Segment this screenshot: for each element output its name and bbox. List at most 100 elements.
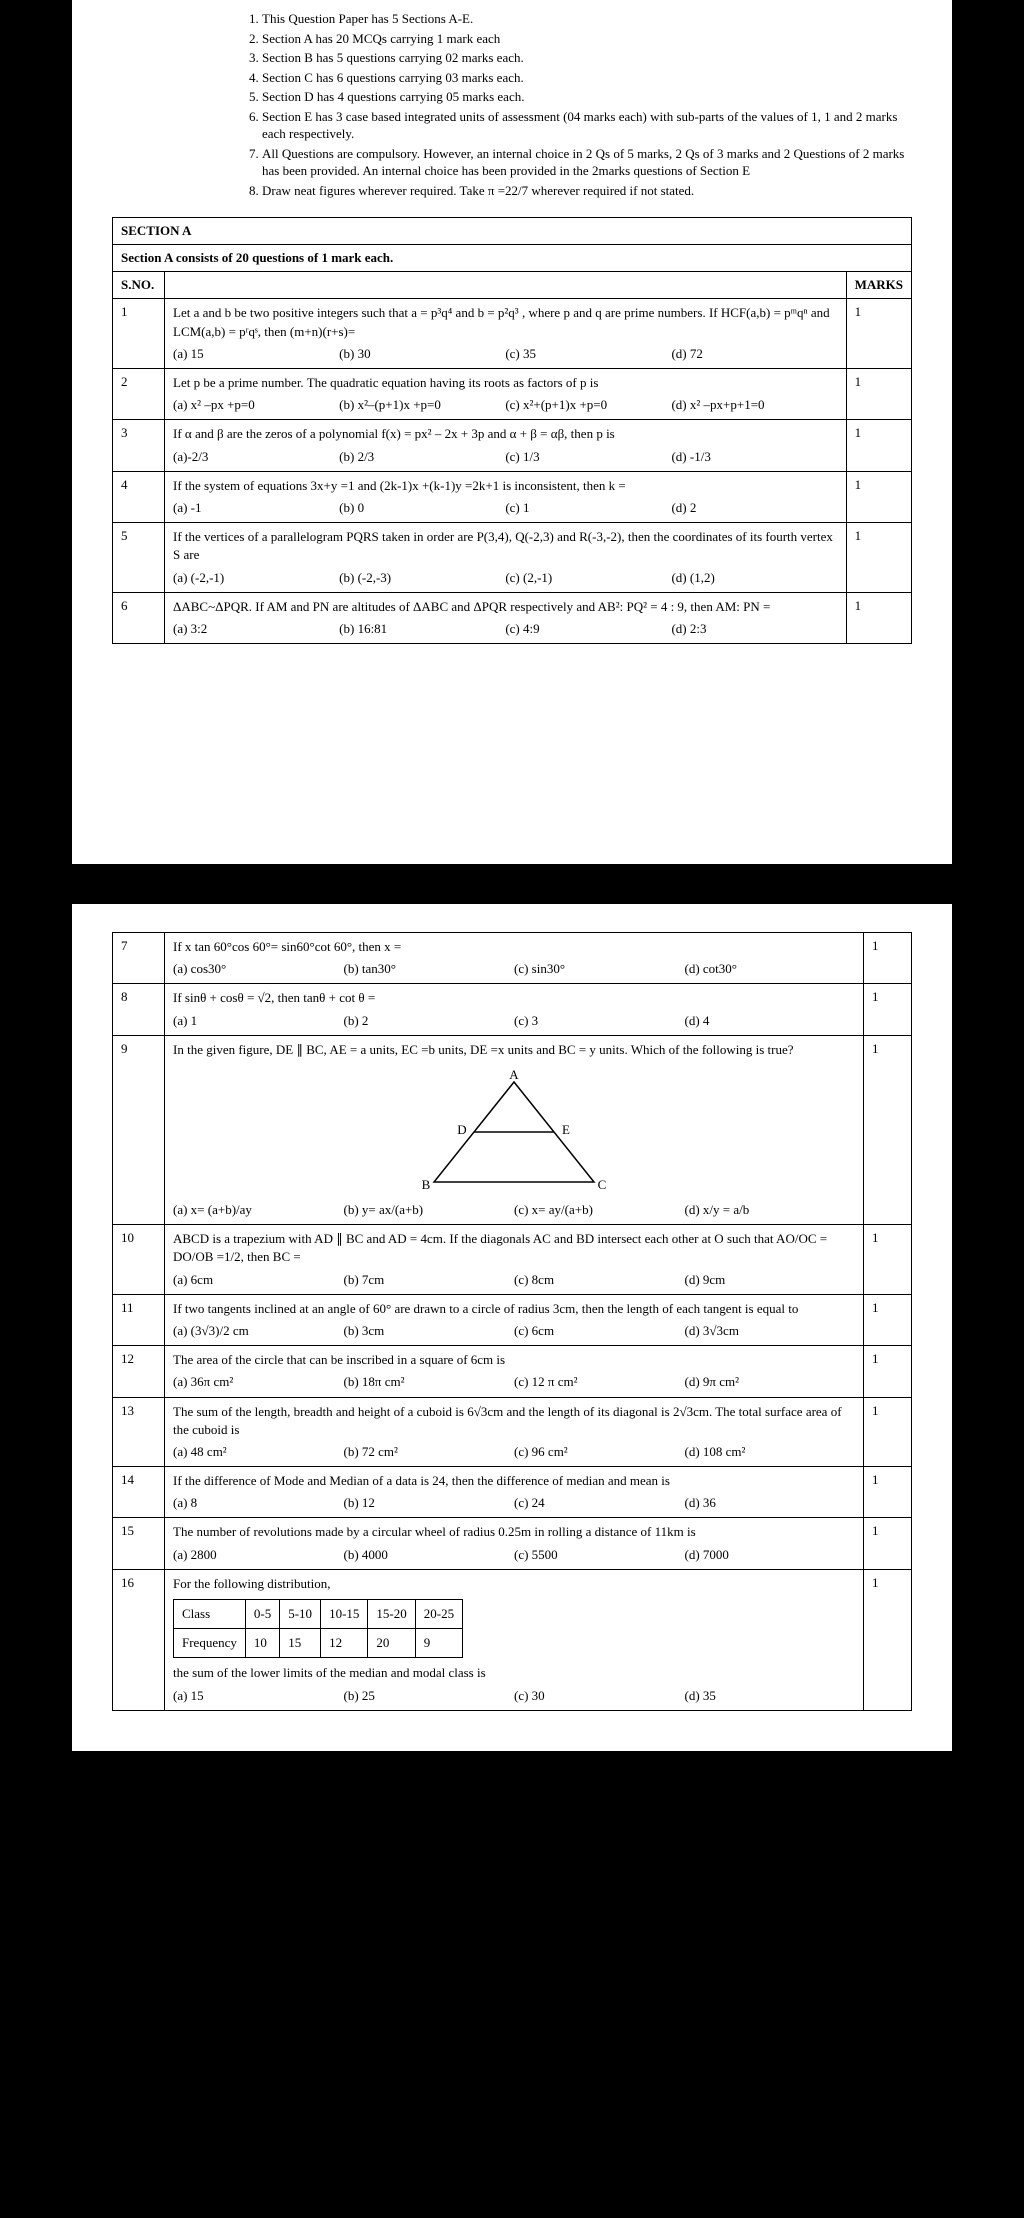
q-options: (a) -1 (b) 0 (c) 1 (d) 2: [173, 499, 838, 517]
q-number: 14: [113, 1467, 165, 1518]
option-c: (c) 24: [514, 1494, 685, 1512]
q-number: 3: [113, 420, 165, 471]
question-row: 8 If sinθ + cosθ = √2, then tanθ + cot θ…: [113, 984, 912, 1035]
option-d: (d) -1/3: [671, 448, 837, 466]
option-d: (d) 2: [671, 499, 837, 517]
option-c: (c) 1: [505, 499, 671, 517]
option-b: (b) 18π cm²: [344, 1373, 515, 1391]
q-text: ABCD is a trapezium with AD ∥ BC and AD …: [173, 1231, 827, 1264]
q-number: 8: [113, 984, 165, 1035]
q-number: 15: [113, 1518, 165, 1569]
option-b: (b) y= ax/(a+b): [344, 1201, 515, 1219]
q-text: The sum of the length, breadth and heigh…: [173, 1404, 842, 1437]
q-options: (a) 2800 (b) 4000 (c) 5500 (d) 7000: [173, 1546, 855, 1564]
option-c: (c) 4:9: [505, 620, 671, 638]
q-text: If the vertices of a parallelogram PQRS …: [173, 529, 833, 562]
option-d: (d) 72: [671, 345, 837, 363]
option-d: (d) 108 cm²: [685, 1443, 856, 1461]
question-cell-empty: [165, 272, 847, 299]
ft-cell: Frequency: [174, 1629, 246, 1658]
q-number: 2: [113, 369, 165, 420]
q-marks: 1: [864, 1397, 912, 1467]
q-body: If x tan 60°cos 60°= sin60°cot 60°, then…: [165, 933, 864, 984]
option-d: (d) cot30°: [685, 960, 856, 978]
question-row: 9 In the given figure, DE ∥ BC, AE = a u…: [113, 1035, 912, 1224]
option-a: (a) 6cm: [173, 1271, 344, 1289]
q-marks: 1: [864, 1467, 912, 1518]
q-body: If sinθ + cosθ = √2, then tanθ + cot θ =…: [165, 984, 864, 1035]
q-marks: 1: [864, 1569, 912, 1710]
q-text: ΔABC~ΔPQR. If AM and PN are altitudes of…: [173, 599, 770, 614]
instruction-item: Draw neat figures wherever required. Tak…: [262, 182, 912, 200]
q-number: 16: [113, 1569, 165, 1710]
q-body: If α and β are the zeros of a polynomial…: [165, 420, 847, 471]
q-text: If two tangents inclined at an angle of …: [173, 1301, 798, 1316]
q-options: (a) 48 cm² (b) 72 cm² (c) 96 cm² (d) 108…: [173, 1443, 855, 1461]
option-a: (a) x= (a+b)/ay: [173, 1201, 344, 1219]
q-options: (a) 3:2 (b) 16:81 (c) 4:9 (d) 2:3: [173, 620, 838, 638]
option-a: (a) 36π cm²: [173, 1373, 344, 1391]
ft-cell: 5-10: [280, 1600, 321, 1629]
option-a: (a) (3√3)/2 cm: [173, 1322, 344, 1340]
option-d: (d) 2:3: [671, 620, 837, 638]
option-a: (a) -1: [173, 499, 339, 517]
option-b: (b) 30: [339, 345, 505, 363]
ft-cell: 15-20: [368, 1600, 415, 1629]
q-number: 1: [113, 299, 165, 369]
q-marks: 1: [864, 1518, 912, 1569]
vertex-c: C: [598, 1177, 607, 1192]
q-text-2: the sum of the lower limits of the media…: [173, 1665, 486, 1680]
q-number: 10: [113, 1225, 165, 1295]
q-marks: 1: [864, 1035, 912, 1224]
q-options: (a) 36π cm² (b) 18π cm² (c) 12 π cm² (d)…: [173, 1373, 855, 1391]
option-b: (b) 72 cm²: [344, 1443, 515, 1461]
option-d: (d) 9π cm²: [685, 1373, 856, 1391]
q-body: For the following distribution, Class 0-…: [165, 1569, 864, 1710]
option-c: (c) x= ay/(a+b): [514, 1201, 685, 1219]
q-text: If α and β are the zeros of a polynomial…: [173, 426, 615, 441]
question-row: 7 If x tan 60°cos 60°= sin60°cot 60°, th…: [113, 933, 912, 984]
q-options: (a) (-2,-1) (b) (-2,-3) (c) (2,-1) (d) (…: [173, 569, 838, 587]
option-d: (d) 9cm: [685, 1271, 856, 1289]
question-table-2: 7 If x tan 60°cos 60°= sin60°cot 60°, th…: [112, 932, 912, 1711]
option-d: (d) (1,2): [671, 569, 837, 587]
question-row: 6 ΔABC~ΔPQR. If AM and PN are altitudes …: [113, 592, 912, 643]
option-d: (d) 4: [685, 1012, 856, 1030]
frequency-table: Class 0-5 5-10 10-15 15-20 20-25 Frequen…: [173, 1599, 463, 1658]
exam-page-1: This Question Paper has 5 Sections A-E. …: [72, 0, 952, 864]
option-d: (d) 3√3cm: [685, 1322, 856, 1340]
q-number: 13: [113, 1397, 165, 1467]
option-a: (a) 1: [173, 1012, 344, 1030]
option-b: (b) 2/3: [339, 448, 505, 466]
option-d: (d) x/y = a/b: [685, 1201, 856, 1219]
q-marks: 1: [864, 933, 912, 984]
option-c: (c) 12 π cm²: [514, 1373, 685, 1391]
q-options: (a) x= (a+b)/ay (b) y= ax/(a+b) (c) x= a…: [173, 1201, 855, 1219]
page-gap: [112, 644, 912, 824]
q-text: If the difference of Mode and Median of …: [173, 1473, 670, 1488]
option-a: (a)-2/3: [173, 448, 339, 466]
ft-cell: 12: [321, 1629, 368, 1658]
section-subheader: Section A consists of 20 questions of 1 …: [113, 245, 912, 272]
q-body: If two tangents inclined at an angle of …: [165, 1294, 864, 1345]
option-c: (c) 30: [514, 1687, 685, 1705]
q-marks: 1: [864, 1346, 912, 1397]
q-body: The area of the circle that can be inscr…: [165, 1346, 864, 1397]
q-body: Let p be a prime number. The quadratic e…: [165, 369, 847, 420]
option-c: (c) 8cm: [514, 1271, 685, 1289]
ft-cell: 0-5: [245, 1600, 279, 1629]
q-number: 7: [113, 933, 165, 984]
q-marks: 1: [846, 369, 911, 420]
q-body: If the difference of Mode and Median of …: [165, 1467, 864, 1518]
q-number: 5: [113, 523, 165, 593]
q-options: (a) cos30° (b) tan30° (c) sin30° (d) cot…: [173, 960, 855, 978]
q-number: 12: [113, 1346, 165, 1397]
sno-header: S.NO.: [113, 272, 165, 299]
q-text: In the given figure, DE ∥ BC, AE = a uni…: [173, 1042, 794, 1057]
q-body: ABCD is a trapezium with AD ∥ BC and AD …: [165, 1225, 864, 1295]
q-text: The number of revolutions made by a circ…: [173, 1524, 696, 1539]
question-table-1: SECTION A Section A consists of 20 quest…: [112, 217, 912, 644]
q-marks: 1: [864, 1294, 912, 1345]
ft-cell: Class: [174, 1600, 246, 1629]
q-marks: 1: [846, 299, 911, 369]
